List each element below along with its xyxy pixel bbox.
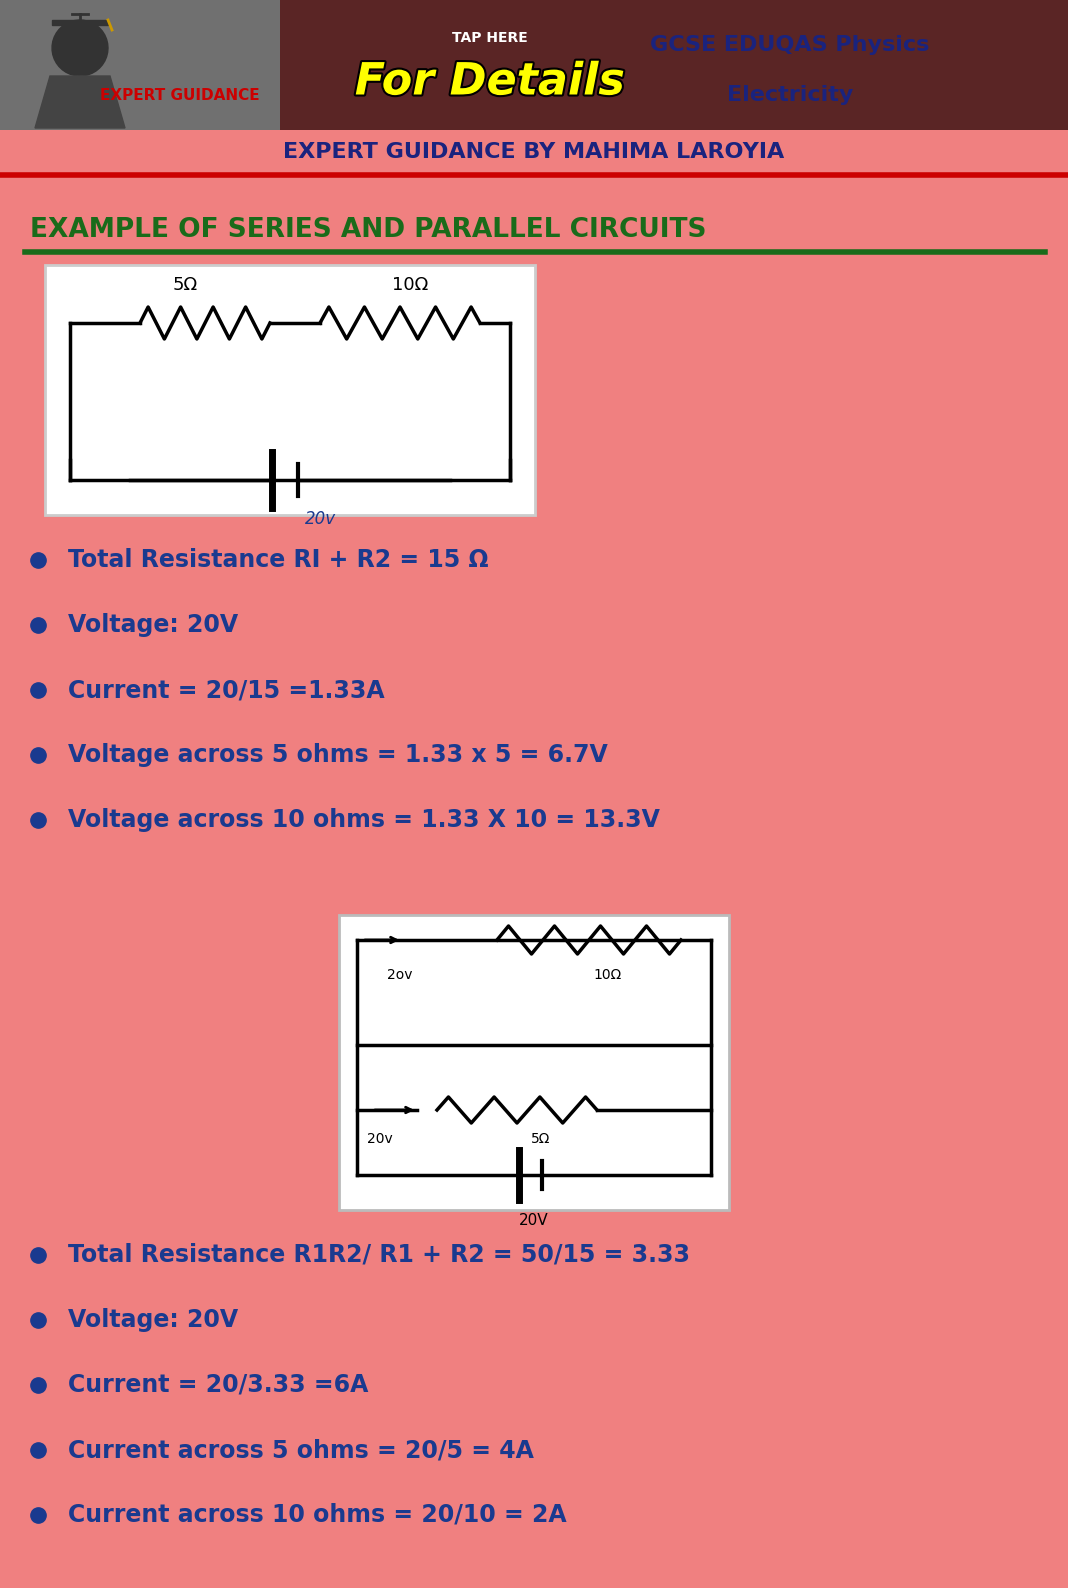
Text: For Details: For Details: [355, 60, 625, 103]
Text: 10Ω: 10Ω: [392, 276, 428, 294]
Text: 10Ω: 10Ω: [594, 969, 622, 981]
Text: Voltage: 20V: Voltage: 20V: [68, 1309, 238, 1332]
Text: 5Ω: 5Ω: [531, 1132, 551, 1147]
Text: EXAMPLE OF SERIES AND PARALLEL CIRCUITS: EXAMPLE OF SERIES AND PARALLEL CIRCUITS: [30, 218, 707, 243]
Polygon shape: [35, 76, 125, 129]
Text: Electricity: Electricity: [727, 86, 853, 105]
Text: Voltage across 10 ohms = 1.33 X 10 = 13.3V: Voltage across 10 ohms = 1.33 X 10 = 13.…: [68, 808, 660, 832]
Text: 20V: 20V: [519, 1213, 549, 1228]
Polygon shape: [52, 21, 108, 76]
Text: GCSE EDUQAS Physics: GCSE EDUQAS Physics: [650, 35, 929, 56]
Polygon shape: [52, 21, 108, 25]
Text: 20v: 20v: [305, 510, 336, 527]
FancyBboxPatch shape: [0, 0, 280, 130]
Text: Total Resistance R1R2/ R1 + R2 = 50/15 = 3.33: Total Resistance R1R2/ R1 + R2 = 50/15 =…: [68, 1243, 690, 1267]
Text: EXPERT GUIDANCE: EXPERT GUIDANCE: [100, 87, 260, 103]
Text: Current across 5 ohms = 20/5 = 4A: Current across 5 ohms = 20/5 = 4A: [68, 1439, 534, 1463]
Text: 2ov: 2ov: [387, 969, 412, 981]
FancyBboxPatch shape: [0, 0, 1068, 130]
Text: Current = 20/15 =1.33A: Current = 20/15 =1.33A: [68, 678, 384, 702]
Text: Voltage: 20V: Voltage: 20V: [68, 613, 238, 637]
Text: 20v: 20v: [367, 1132, 393, 1147]
FancyBboxPatch shape: [45, 265, 535, 515]
FancyBboxPatch shape: [339, 915, 729, 1210]
Text: TAP HERE: TAP HERE: [452, 32, 528, 44]
Text: Current = 20/3.33 =6A: Current = 20/3.33 =6A: [68, 1374, 368, 1397]
Text: 5Ω: 5Ω: [172, 276, 198, 294]
Text: Current across 10 ohms = 20/10 = 2A: Current across 10 ohms = 20/10 = 2A: [68, 1502, 567, 1528]
Text: Voltage across 5 ohms = 1.33 x 5 = 6.7V: Voltage across 5 ohms = 1.33 x 5 = 6.7V: [68, 743, 608, 767]
Text: EXPERT GUIDANCE BY MAHIMA LAROYIA: EXPERT GUIDANCE BY MAHIMA LAROYIA: [283, 143, 785, 162]
Text: Total Resistance RI + R2 = 15 Ω: Total Resistance RI + R2 = 15 Ω: [68, 548, 488, 572]
